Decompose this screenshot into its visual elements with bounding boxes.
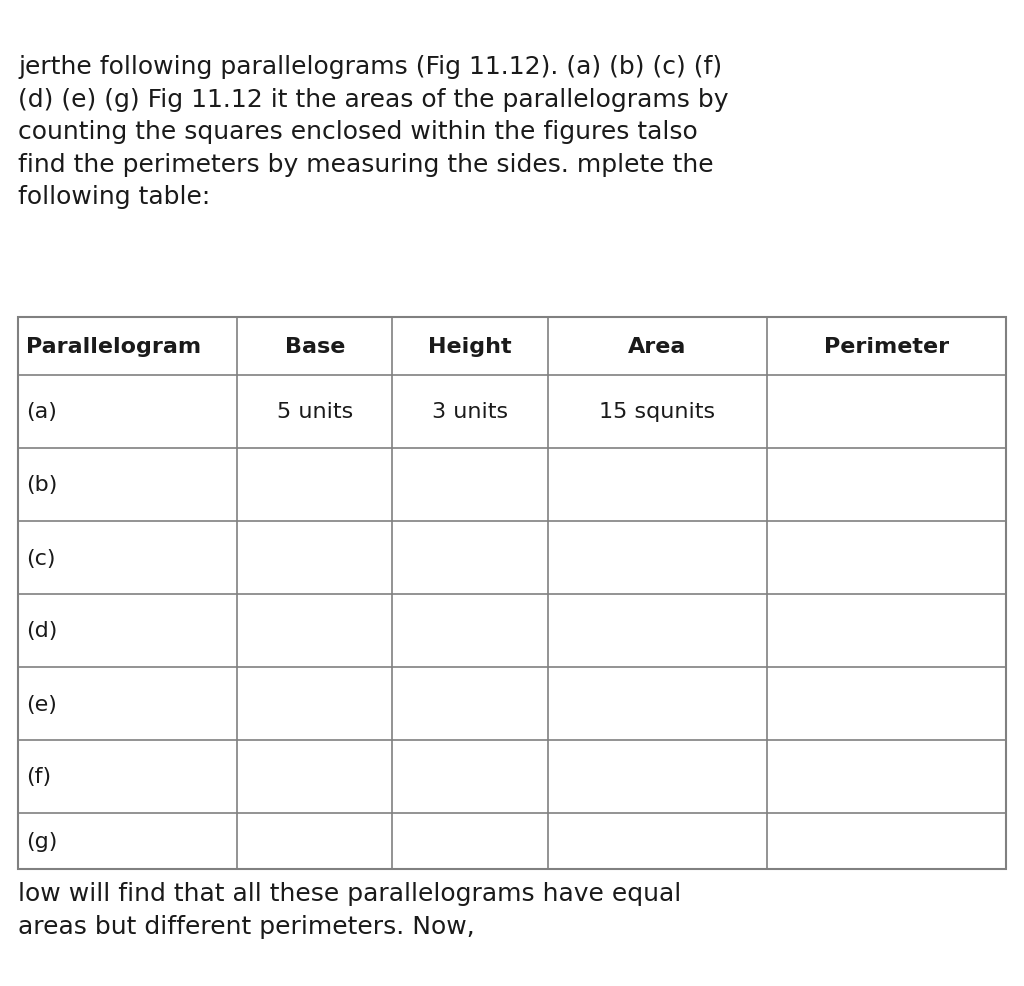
Text: Height: Height xyxy=(428,336,512,357)
Text: (c): (c) xyxy=(26,548,55,568)
Text: 3 units: 3 units xyxy=(432,402,508,422)
Text: 15 squnits: 15 squnits xyxy=(599,402,716,422)
Text: (b): (b) xyxy=(26,475,57,495)
Text: (f): (f) xyxy=(26,767,51,787)
Text: Area: Area xyxy=(628,336,686,357)
Text: Perimeter: Perimeter xyxy=(824,336,949,357)
Text: (a): (a) xyxy=(26,402,57,422)
Text: low will find that all these parallelograms have equal
areas but different perim: low will find that all these parallelogr… xyxy=(18,881,681,938)
Text: (e): (e) xyxy=(26,694,57,714)
Text: (d): (d) xyxy=(26,621,57,641)
Text: Base: Base xyxy=(285,336,345,357)
Text: jerthe following parallelograms (Fig 11.12). (a) (b) (c) (f)
(d) (e) (g) Fig 11.: jerthe following parallelograms (Fig 11.… xyxy=(18,55,728,209)
Text: 5 units: 5 units xyxy=(276,402,353,422)
Text: (g): (g) xyxy=(26,831,57,851)
Text: Parallelogram: Parallelogram xyxy=(26,336,201,357)
